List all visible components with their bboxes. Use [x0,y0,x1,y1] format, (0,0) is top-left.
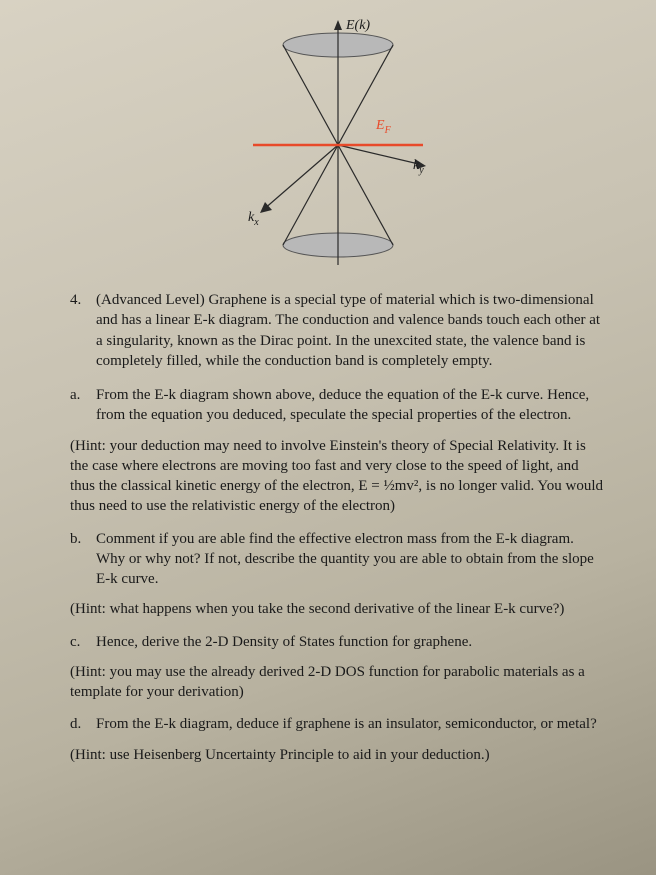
part-a: a. From the E-k diagram shown above, ded… [70,385,606,426]
part-d-hint: (Hint: use Heisenberg Uncertainty Princi… [70,745,606,765]
part-c-text: Hence, derive the 2-D Density of States … [96,632,606,652]
question-4: 4. (Advanced Level) Graphene is a specia… [70,290,606,371]
axis-energy-label: E(k) [346,18,370,34]
part-b-text: Comment if you are able find the effecti… [96,529,606,590]
part-a-hint: (Hint: your deduction may need to involv… [70,436,606,517]
dirac-cone-svg [208,20,468,270]
part-c-letter: c. [70,632,96,652]
part-a-letter: a. [70,385,96,426]
part-b-hint: (Hint: what happens when you take the se… [70,599,606,619]
part-a-text: From the E-k diagram shown above, deduce… [96,385,606,426]
part-d: d. From the E-k diagram, deduce if graph… [70,714,606,734]
part-c: c. Hence, derive the 2-D Density of Stat… [70,632,606,652]
fermi-label: EF [376,118,391,136]
question-number: 4. [70,290,96,371]
axis-ky-label: ky [413,158,424,176]
part-c-hint: (Hint: you may use the already derived 2… [70,662,606,703]
part-d-text: From the E-k diagram, deduce if graphene… [96,714,606,734]
part-b-letter: b. [70,529,96,590]
part-d-letter: d. [70,714,96,734]
axis-kx-label: kx [248,210,259,228]
ek-diagram: E(k) EF ky kx [208,20,468,270]
part-b: b. Comment if you are able find the effe… [70,529,606,590]
question-intro: (Advanced Level) Graphene is a special t… [96,290,606,371]
